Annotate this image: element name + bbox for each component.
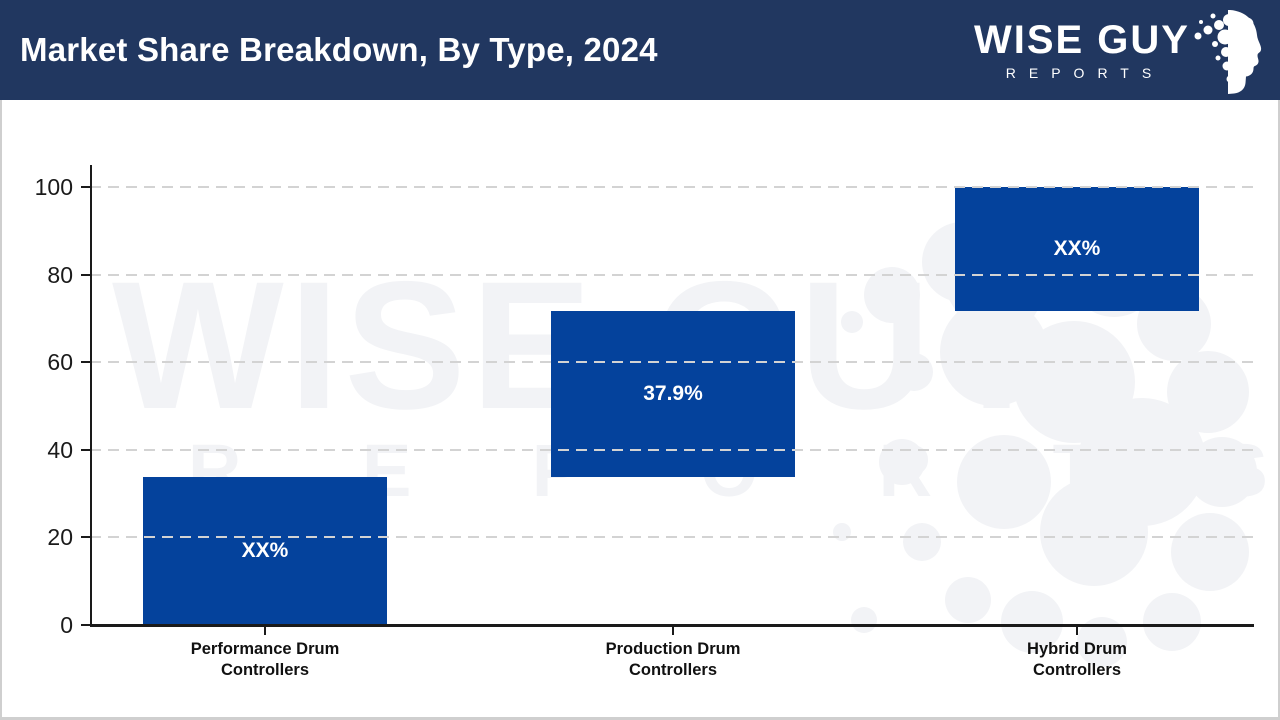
horizontal-gridline [90, 448, 1254, 451]
logo-wordmark: WISE GUY [973, 17, 1190, 62]
chart-area: WISE GUY R E P O R T S XX%Performance Dr… [0, 100, 1280, 720]
wiseguy-logo-text: WISE GUY REPORTS [974, 20, 1190, 81]
y-axis-tick-label: 80 [47, 261, 73, 288]
x-axis-tick [264, 627, 266, 635]
y-axis-tick [81, 624, 90, 626]
y-axis-tick-label: 60 [47, 349, 73, 376]
x-axis-line [90, 624, 1254, 627]
chart-bar: XX% [955, 187, 1199, 311]
wiseguy-logo: WISE GUY REPORTS [974, 6, 1270, 94]
y-axis-tick-label: 0 [60, 612, 73, 638]
y-axis-tick [81, 448, 90, 451]
bar-value-label: XX% [241, 538, 289, 562]
header: Market Share Breakdown, By Type, 2024 WI… [0, 0, 1280, 100]
chart-bar: 37.9% [551, 310, 795, 477]
y-axis-tick [81, 536, 90, 539]
bar-value-label: XX% [1053, 236, 1101, 260]
x-axis-category-label: Performance Drum Controllers [190, 640, 340, 679]
logo-subtitle: REPORTS [1005, 64, 1165, 81]
x-axis-category-label: Production Drum Controllers [605, 640, 741, 679]
logo-head-icon [1194, 10, 1262, 94]
chart-title: Market Share Breakdown, By Type, 2024 [20, 31, 658, 68]
y-axis-tick [81, 186, 90, 188]
y-axis-tick-label: 40 [47, 436, 73, 463]
y-axis-tick [81, 273, 90, 276]
y-axis-line [90, 165, 92, 627]
x-axis-tick [672, 627, 674, 635]
x-axis-category-label: Hybrid Drum Controllers [1027, 640, 1127, 679]
horizontal-gridline [90, 536, 1254, 539]
horizontal-gridline [90, 273, 1254, 276]
y-axis-tick-label: 100 [34, 174, 73, 200]
horizontal-gridline [90, 186, 1254, 188]
y-axis-tick-label: 20 [47, 524, 73, 551]
chart-bar: XX% [143, 476, 387, 625]
horizontal-gridline [90, 361, 1254, 364]
x-axis-tick [1076, 627, 1078, 635]
bar-value-label: 37.9% [643, 381, 703, 405]
y-axis-tick [81, 361, 90, 364]
